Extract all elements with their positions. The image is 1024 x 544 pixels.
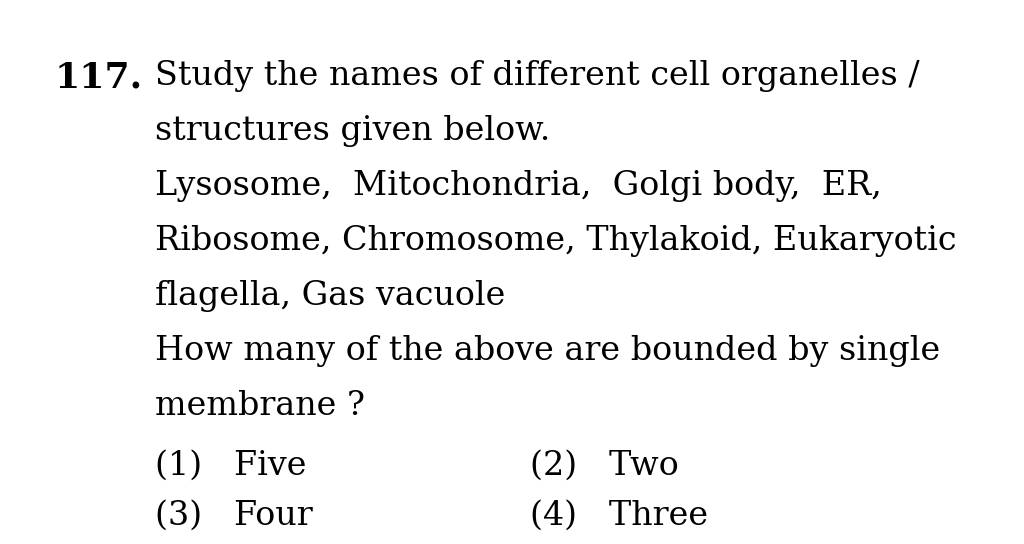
Text: (1)   Five: (1) Five: [155, 450, 306, 482]
Text: 117.: 117.: [55, 60, 143, 94]
Text: flagella, Gas vacuole: flagella, Gas vacuole: [155, 280, 506, 312]
Text: How many of the above are bounded by single: How many of the above are bounded by sin…: [155, 335, 940, 367]
Text: Ribosome, Chromosome, Thylakoid, Eukaryotic: Ribosome, Chromosome, Thylakoid, Eukaryo…: [155, 225, 956, 257]
Text: (4)   Three: (4) Three: [530, 500, 709, 532]
Text: (2)   Two: (2) Two: [530, 450, 679, 482]
Text: Lysosome,  Mitochondria,  Golgi body,  ER,: Lysosome, Mitochondria, Golgi body, ER,: [155, 170, 882, 202]
Text: membrane ?: membrane ?: [155, 390, 365, 422]
Text: structures given below.: structures given below.: [155, 115, 550, 147]
Text: Study the names of different cell organelles /: Study the names of different cell organe…: [155, 60, 920, 92]
Text: (3)   Four: (3) Four: [155, 500, 312, 532]
